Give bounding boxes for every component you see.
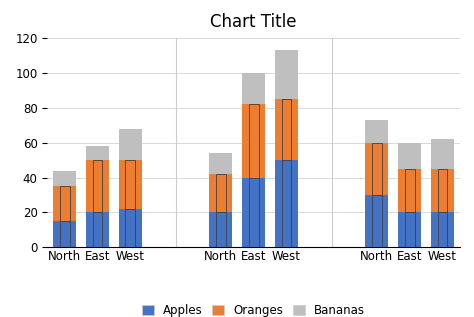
Bar bbox=[282, 99, 292, 160]
Bar bbox=[242, 104, 265, 178]
Bar bbox=[249, 178, 258, 247]
Bar bbox=[398, 169, 421, 212]
Bar bbox=[60, 186, 70, 221]
Bar bbox=[398, 143, 421, 169]
Bar bbox=[438, 212, 447, 247]
Bar bbox=[53, 186, 76, 221]
Bar bbox=[86, 212, 109, 247]
Bar bbox=[53, 221, 76, 247]
Bar bbox=[92, 212, 102, 247]
Bar bbox=[249, 104, 258, 178]
Bar bbox=[126, 209, 135, 247]
Bar bbox=[242, 73, 265, 104]
Bar bbox=[365, 195, 388, 247]
Bar bbox=[275, 99, 298, 160]
Bar bbox=[60, 221, 70, 247]
Bar bbox=[216, 212, 226, 247]
Bar bbox=[119, 160, 142, 209]
Bar bbox=[438, 169, 447, 212]
Bar bbox=[53, 171, 76, 186]
Legend: Apples, Oranges, Bananas: Apples, Oranges, Bananas bbox=[137, 299, 370, 317]
Bar bbox=[365, 120, 388, 143]
Bar bbox=[119, 129, 142, 160]
Bar bbox=[209, 212, 232, 247]
Bar bbox=[275, 160, 298, 247]
Bar bbox=[398, 212, 421, 247]
Bar bbox=[282, 160, 292, 247]
Bar bbox=[431, 212, 454, 247]
Bar bbox=[86, 160, 109, 212]
Bar bbox=[431, 139, 454, 169]
Bar bbox=[372, 143, 382, 195]
Bar bbox=[405, 212, 415, 247]
Bar bbox=[216, 174, 226, 212]
Bar bbox=[119, 209, 142, 247]
Bar bbox=[275, 50, 298, 99]
Bar bbox=[92, 160, 102, 212]
Bar bbox=[365, 143, 388, 195]
Bar bbox=[372, 195, 382, 247]
Title: Chart Title: Chart Title bbox=[210, 13, 297, 31]
Bar bbox=[126, 160, 135, 209]
Bar bbox=[209, 153, 232, 174]
Bar bbox=[86, 146, 109, 160]
Bar bbox=[431, 169, 454, 212]
Bar bbox=[405, 169, 415, 212]
Bar bbox=[209, 174, 232, 212]
Bar bbox=[242, 178, 265, 247]
